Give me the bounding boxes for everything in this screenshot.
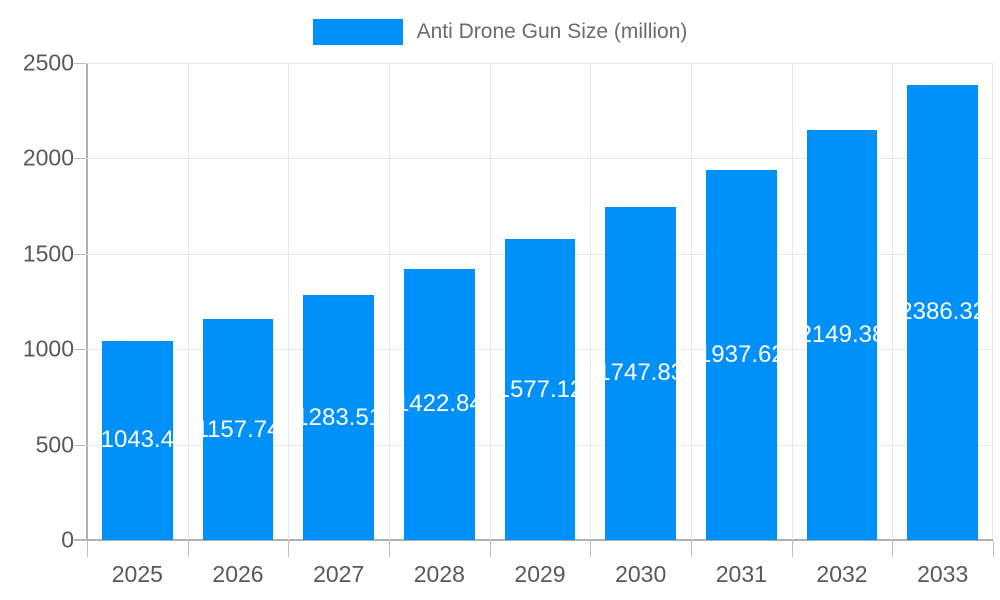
bar-value-label: 1937.62 [706, 341, 777, 369]
y-axis-tick [74, 445, 87, 446]
x-axis-tick-label: 2026 [212, 561, 264, 587]
y-axis-tick [74, 158, 87, 159]
y-axis-tick-label: 2500 [22, 49, 74, 76]
x-axis-tick [993, 541, 994, 557]
gridline-vertical [490, 63, 491, 540]
bar[interactable]: 1937.62 [705, 170, 777, 540]
x-axis-tick-label: 2028 [413, 561, 465, 587]
y-axis-labels: 0 500 1000 1500 2000 2500 [0, 0, 74, 600]
y-axis-tick [74, 540, 87, 541]
y-axis-tick-label: 1500 [22, 240, 74, 267]
y-axis-line [86, 63, 88, 541]
bar[interactable]: 1283.51 [303, 295, 375, 540]
bar-value-label: 2149.38 [807, 320, 878, 348]
x-axis-tick-label: 2031 [715, 561, 767, 587]
x-axis-tick [590, 541, 591, 557]
bar[interactable]: 2386.32 [907, 84, 979, 540]
bar-value-label: 2386.32 [907, 298, 978, 326]
chart-legend: Anti Drone Gun Size (million) [0, 14, 1000, 50]
bar-value-label: 1422.84 [404, 390, 475, 418]
bar-value-label: 1577.12 [505, 375, 576, 403]
legend-item-label: Anti Drone Gun Size (million) [416, 20, 688, 43]
x-axis-line [74, 539, 993, 541]
y-axis-tick-label: 1000 [22, 335, 74, 362]
legend-color-swatch-icon [312, 19, 403, 45]
y-axis-tick [74, 63, 87, 64]
y-axis-tick-label: 0 [61, 526, 74, 553]
x-axis-tick [691, 541, 692, 557]
gridline-vertical [288, 63, 289, 540]
x-axis-tick [389, 541, 390, 557]
x-axis-tick [792, 541, 793, 557]
x-axis-tick-label: 2033 [917, 561, 969, 587]
bar-value-label: 1043.4 [101, 426, 173, 454]
y-axis-tick [74, 254, 87, 255]
x-axis-tick [892, 541, 893, 557]
x-axis-tick [188, 541, 189, 557]
x-axis-tick-label: 2029 [514, 561, 566, 587]
gridline-vertical [792, 63, 793, 540]
bar[interactable]: 1043.4 [101, 340, 173, 540]
x-axis-tick-label: 2030 [615, 561, 667, 587]
x-axis-tick-label: 2025 [111, 561, 163, 587]
y-axis-tick [74, 349, 87, 350]
bars-layer: 1043.4 1157.74 1283.51 1422.84 1577.12 1747.8… [87, 63, 993, 540]
y-axis-tick-label: 2000 [22, 144, 74, 171]
bar-value-label: 1283.51 [303, 403, 374, 431]
gridline-vertical [188, 63, 189, 540]
x-axis-tick [87, 541, 88, 557]
bar[interactable]: 1157.74 [202, 319, 274, 540]
gridline-vertical [892, 63, 893, 540]
bar[interactable]: 1577.12 [504, 239, 576, 540]
x-axis-tick [288, 541, 289, 557]
bar-value-label: 1157.74 [203, 415, 274, 443]
gridline-vertical [389, 63, 390, 540]
gridline-vertical [691, 63, 692, 540]
bar[interactable]: 1422.84 [403, 268, 475, 540]
x-axis-tick-label: 2032 [816, 561, 868, 587]
x-axis-tick-label: 2027 [313, 561, 365, 587]
gridline-vertical [590, 63, 591, 540]
gridline-horizontal [87, 158, 993, 159]
bar[interactable]: 2149.38 [806, 129, 878, 540]
x-axis-tick [490, 541, 491, 557]
y-axis-tick-label: 500 [35, 431, 74, 458]
gridline-horizontal [87, 63, 993, 64]
